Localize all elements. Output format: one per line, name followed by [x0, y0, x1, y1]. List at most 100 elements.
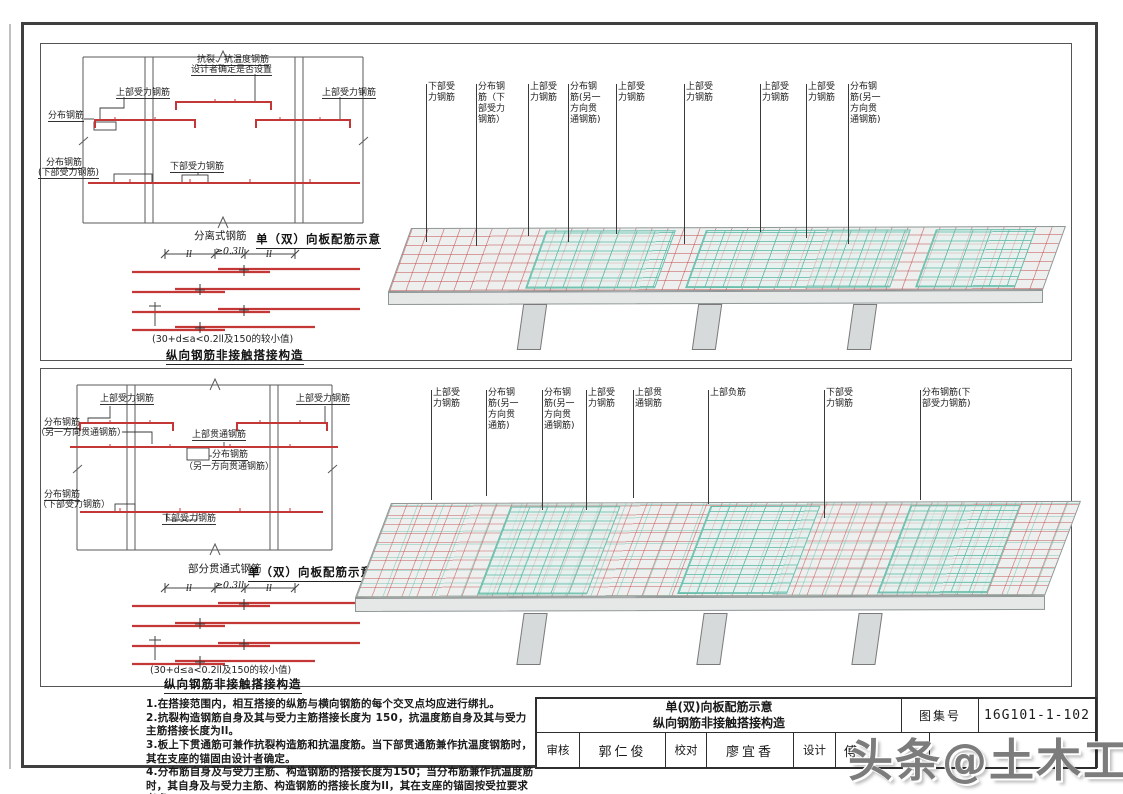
leader-line: [848, 84, 849, 244]
iso-label: 上部受力钢筋: [530, 82, 558, 103]
slab-front-face: [355, 595, 1045, 612]
atlas-number-value: 16G101-1-102: [978, 699, 1095, 732]
schematic-title-bottom: 单（双）向板配筋示意: [248, 564, 373, 582]
drawing-title: 单(双)向板配筋示意 纵向钢筋非接触搭接构造: [537, 699, 901, 732]
elevation-bottom-drawing: [70, 377, 338, 556]
iso-label: 分布钢筋(另一方向贯通钢筋): [570, 82, 601, 125]
dim-ll-1-top: ll: [186, 249, 193, 260]
proofreader-name: 廖宜香: [706, 732, 793, 767]
reviewer-name: 郭仁俊: [579, 732, 665, 767]
page-cell: [929, 732, 1095, 767]
drawing-title-line1: 单(双)向板配筋示意: [665, 699, 773, 714]
leader-line: [824, 390, 825, 518]
top-rebar-patch: [877, 505, 1021, 594]
iso-label: 上部受力钢筋: [433, 388, 461, 409]
iso-label: 上部受力钢筋: [808, 82, 836, 103]
iso-label: 分布钢筋(另一方向贯通筋): [488, 388, 519, 431]
iso-slab-top: 下部受力钢筋 分布钢筋（下部受力钢筋） 上部受力钢筋 分布钢筋(另一方向贯通钢筋…: [383, 78, 1083, 362]
splice-note-bottom: (30+d≤a<0.2ll及150的较小值): [150, 665, 292, 676]
iso-label: 分布钢筋（下部受力钢筋）: [478, 82, 506, 125]
leader-line: [426, 84, 427, 242]
label-dist-alt2-2: （另一方向贯通钢筋）: [184, 462, 275, 472]
top-rebar-patch: [477, 506, 621, 595]
label-crack-temp-note: 设计者确定是否设置: [191, 65, 273, 76]
iso-label: 上部负筋: [710, 388, 747, 398]
slab-top-face: [354, 500, 1081, 598]
label-top-rebar-right-b: 上部受力钢筋: [296, 394, 351, 405]
support-column: [696, 613, 728, 665]
note-line: 4.分布筋自身及与受力主筋、构造钢筋的搭接长度为150；当分布筋兼作抗温度筋时，…: [146, 766, 534, 794]
lap-splice-detail-bottom: [132, 583, 360, 667]
dim-03ll-top: ≥0.3ll: [215, 246, 245, 257]
label-dist-bottom-1: 分布钢筋: [46, 158, 83, 169]
label-dist-alt-1: 分布钢筋: [44, 418, 81, 429]
scan-artifact-line: [9, 24, 11, 769]
note-line: 1.在搭接范围内，相互搭接的纵筋与横向钢筋的每个交叉点均应进行绑扎。: [146, 698, 501, 710]
iso-label: 下部受力钢筋: [428, 82, 456, 103]
splice-title-bottom: 纵向钢筋非接触搭接构造: [164, 676, 302, 694]
label-dist-bottom-2: (下部受力钢筋): [38, 168, 100, 179]
label-top-rebar-left-b: 上部受力钢筋: [100, 394, 155, 405]
lap-splice-detail-top: [132, 249, 360, 333]
leader-line: [920, 390, 921, 500]
panel-top: [40, 43, 1072, 361]
slab-top-face: [387, 226, 1067, 292]
support-column: [516, 304, 548, 350]
top-rebar-patch: [525, 230, 676, 289]
support-column: [846, 304, 878, 350]
leader-line: [760, 84, 761, 232]
label-dist-alt2-1: 分布钢筋: [212, 450, 249, 461]
iso-slab-bottom: 上部受力钢筋 分布钢筋(另一方向贯通筋) 分布钢筋(另一方向贯通钢筋) 上部受力…: [353, 383, 1083, 675]
label-dist-bottom-2-b: （下部受力钢筋）: [38, 500, 111, 510]
leader-line: [528, 84, 529, 236]
top-rebar-patch: [677, 505, 821, 595]
slab-front-face: [388, 290, 1043, 305]
title-block: 单(双)向板配筋示意 纵向钢筋非接触搭接构造 图集号 16G101-1-102 …: [535, 697, 1097, 769]
leader-line: [568, 84, 569, 242]
general-notes: 1.在搭接范围内，相互搭接的纵筋与横向钢筋的每个交叉点均应进行绑扎。 2.抗裂构…: [146, 698, 534, 794]
leader-line: [806, 84, 807, 238]
support-column: [516, 613, 548, 665]
elevation-top-drawing: [78, 49, 369, 229]
leader-line: [633, 390, 634, 498]
leader-line: [431, 390, 432, 500]
review-label: 审核: [537, 732, 579, 767]
iso-label: 上部受力钢筋: [762, 82, 790, 103]
splice-note-top: (30+d≤a<0.2ll及150的较小值): [152, 334, 294, 345]
leader-line: [486, 390, 487, 496]
watermark-text: 头条@土木工程院: [848, 734, 1123, 787]
label-crack-temp-rebar: 抗裂、抗温度钢筋: [197, 55, 270, 66]
iso-label: 上部受力钢筋: [686, 82, 714, 103]
label-top-rebar-left: 上部受力钢筋: [116, 88, 171, 99]
label-bottom-rebar: 下部受力钢筋: [170, 162, 225, 173]
label-dist-rebar: 分布钢筋: [48, 111, 85, 122]
label-top-through: 上部贯通钢筋: [192, 430, 247, 441]
dim-03ll-bottom: ≥0.3ll: [215, 580, 245, 591]
leader-line: [542, 390, 543, 510]
iso-label: 分布钢筋(另一方向贯通钢筋): [850, 82, 881, 125]
dim-ll-2-bottom: ll: [266, 583, 273, 594]
designer-name: 傅: [835, 732, 929, 767]
leader-line: [684, 84, 685, 244]
label-dist-alt-2: （另一方向贯通钢筋）: [36, 428, 127, 438]
top-rebar-patch: [685, 229, 911, 289]
leader-line: [708, 390, 709, 504]
label-dist-bottom-1-b: 分布钢筋: [44, 490, 81, 501]
dim-ll-1-bottom: ll: [186, 583, 193, 594]
design-label: 设计: [793, 732, 835, 767]
iso-label: 上部贯通钢筋: [635, 388, 663, 409]
iso-label: 下部受力钢筋: [826, 388, 854, 409]
note-line: 2.抗裂构造钢筋自身及其与受力主筋搭接长度为 150，抗温度筋自身及其与受力主筋…: [146, 711, 527, 738]
splice-title-top: 纵向钢筋非接触搭接构造: [166, 347, 304, 365]
detail-label-partial-through: 部分贯通式钢筋: [188, 563, 262, 575]
label-bottom-rebar-b: 下部受力钢筋: [162, 514, 217, 525]
support-column: [851, 613, 883, 665]
atlas-number-label: 图集号: [901, 699, 978, 732]
leader-line: [586, 390, 587, 510]
dim-ll-2-top: ll: [266, 249, 273, 260]
iso-label: 上部受力钢筋: [588, 388, 616, 409]
detail-label-separated-rebar: 分离式钢筋: [194, 230, 247, 242]
iso-label: 上部受力钢筋: [618, 82, 646, 103]
note-line: 3.板上下贯通筋可兼作抗裂构造筋和抗温度筋。当下部贯通筋兼作抗温度钢筋时，其在支…: [146, 738, 533, 765]
